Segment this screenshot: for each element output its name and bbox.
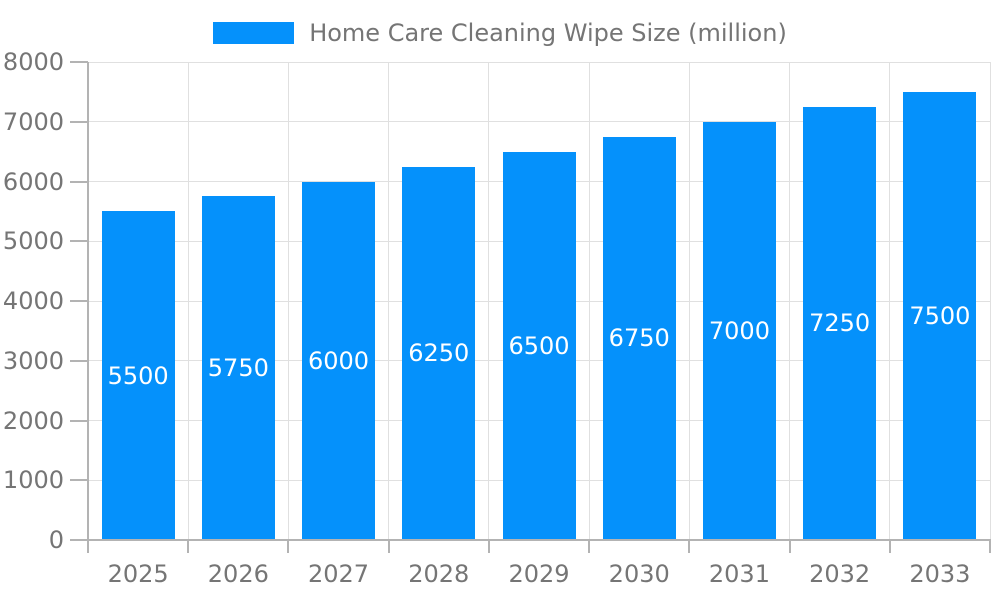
y-gridline [88, 121, 990, 123]
y-axis-tick [70, 180, 88, 183]
x-axis-tick [989, 540, 991, 553]
bar-2026[interactable]: 5750 [201, 196, 275, 540]
bar-2031[interactable]: 7000 [702, 121, 776, 540]
bar-2027[interactable]: 6000 [302, 181, 376, 540]
x-gridline [989, 62, 991, 540]
x-axis-tick [888, 540, 891, 553]
x-axis-label: 2032 [809, 560, 871, 588]
y-axis-label: 4000 [2, 287, 64, 315]
bar-2032[interactable]: 7250 [803, 106, 877, 540]
legend-swatch [213, 22, 295, 44]
bar-value-label: 7000 [708, 316, 770, 345]
bar-value-label: 5750 [207, 354, 269, 383]
x-axis-tick [788, 540, 791, 553]
y-axis-tick [70, 479, 88, 482]
bar-value-label: 6000 [308, 346, 370, 375]
x-gridline [688, 62, 690, 540]
chart-legend[interactable]: Home Care Cleaning Wipe Size (million) [0, 19, 1000, 47]
x-axis-tick [287, 540, 290, 553]
x-axis-label: 2029 [508, 560, 570, 588]
y-axis-tick [70, 419, 88, 422]
bar-value-label: 6750 [608, 324, 670, 353]
y-axis-label: 0 [48, 526, 64, 554]
x-gridline [287, 62, 289, 540]
y-axis-tick [70, 61, 88, 63]
legend-label: Home Care Cleaning Wipe Size (million) [309, 19, 787, 47]
x-axis-tick [87, 540, 89, 553]
y-gridline [88, 61, 990, 63]
bar-value-label: 7250 [809, 309, 871, 338]
y-axis-tick [70, 359, 88, 362]
y-axis-tick [70, 120, 88, 123]
x-gridline [889, 62, 891, 540]
x-axis-label: 2027 [308, 560, 370, 588]
y-axis-tick [70, 539, 88, 541]
x-axis-label: 2025 [107, 560, 169, 588]
bar-2028[interactable]: 6250 [402, 166, 476, 540]
x-axis-tick [187, 540, 190, 553]
y-axis-label: 6000 [2, 167, 64, 196]
y-axis-tick [70, 300, 88, 302]
x-axis-tick [688, 540, 691, 553]
bar-2030[interactable]: 6750 [602, 136, 676, 540]
x-axis-label: 2026 [207, 560, 269, 588]
x-axis-tick [588, 540, 591, 553]
x-axis-line [87, 539, 991, 541]
bar-2033[interactable]: 7500 [903, 91, 977, 540]
y-axis-label: 7000 [2, 107, 64, 136]
x-gridline [187, 62, 189, 540]
y-axis-line [87, 62, 89, 540]
x-axis-label: 2031 [708, 560, 770, 588]
y-axis-label: 3000 [2, 346, 64, 375]
x-gridline [488, 62, 490, 540]
x-gridline [588, 62, 590, 540]
bar-value-label: 7500 [909, 301, 971, 330]
y-axis-label: 8000 [2, 48, 64, 76]
y-axis-label: 1000 [2, 466, 64, 495]
bar-value-label: 5500 [107, 361, 169, 390]
x-gridline [388, 62, 390, 540]
x-axis-label: 2028 [408, 560, 470, 588]
bar-2025[interactable]: 5500 [101, 211, 175, 540]
bar-2029[interactable]: 6500 [502, 151, 576, 540]
bar-value-label: 6500 [508, 331, 570, 360]
y-axis-label: 5000 [2, 227, 64, 256]
x-axis-label: 2030 [608, 560, 670, 588]
x-axis-tick [487, 540, 490, 553]
y-axis-label: 2000 [2, 406, 64, 435]
x-axis-label: 2033 [909, 560, 971, 588]
bar-value-label: 6250 [408, 339, 470, 368]
x-axis-tick [387, 540, 390, 553]
x-gridline [789, 62, 791, 540]
y-axis-tick [70, 240, 88, 243]
